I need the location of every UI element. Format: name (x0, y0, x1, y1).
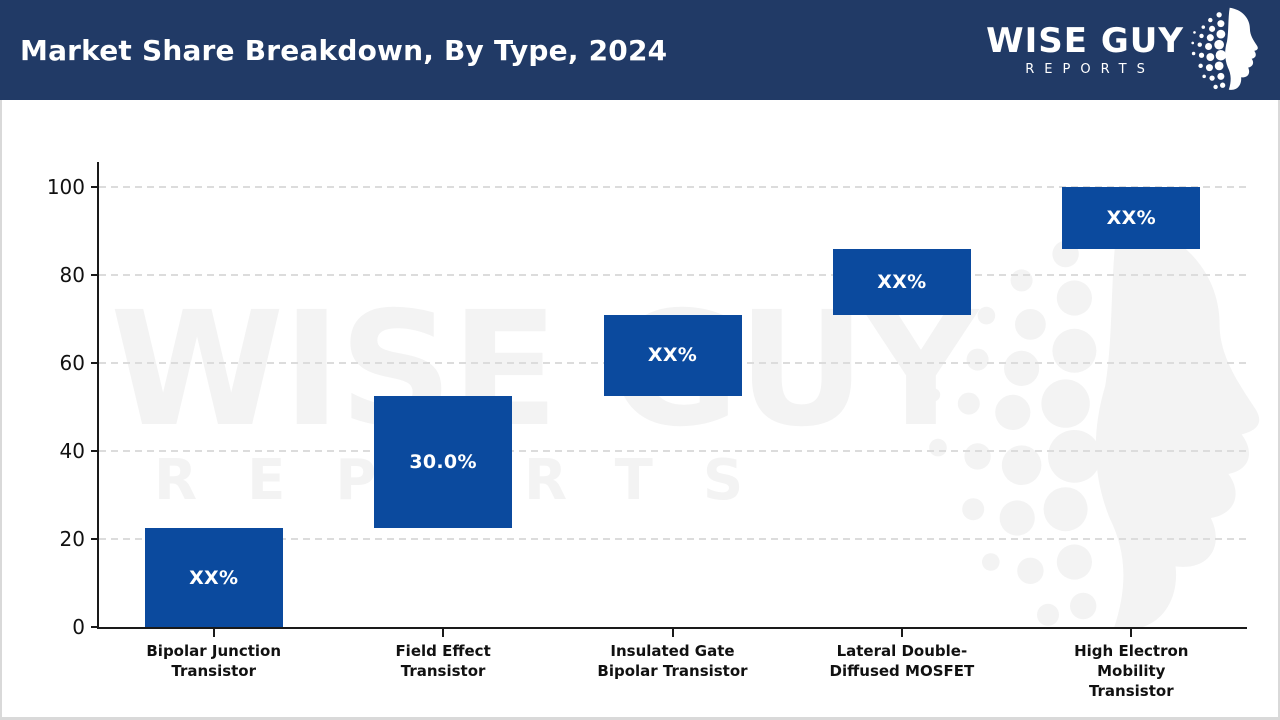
bar-value-label: 30.0% (409, 451, 477, 473)
x-tick (900, 629, 903, 637)
y-axis-line (97, 162, 99, 629)
logo-text: WISE GUY REPORTS (986, 23, 1184, 77)
logo-subtitle: REPORTS (1025, 62, 1155, 77)
gridline (99, 538, 1247, 540)
page-title: Market Share Breakdown, By Type, 2024 (20, 33, 668, 67)
y-tick-label: 40 (59, 439, 85, 463)
bar-3: XX% (603, 314, 742, 396)
x-tick-label-line: Transistor (400, 662, 486, 680)
y-tick (91, 274, 99, 276)
y-tick (91, 186, 99, 188)
header-bar: Market Share Breakdown, By Type, 2024 WI… (0, 0, 1280, 100)
x-tick-label: Bipolar Junction Transistor (99, 641, 328, 681)
x-tick-label-line: Transistor (171, 662, 257, 680)
gridline (99, 450, 1247, 452)
y-tick-label: 60 (59, 351, 85, 375)
gridline (99, 274, 1247, 276)
bar-value-label: XX% (1106, 206, 1156, 229)
y-tick (91, 626, 99, 628)
logo-wordmark: WISE GUY (986, 21, 1184, 61)
x-tick-label-line: Bipolar Transistor (597, 662, 748, 680)
x-tick-label: High Electron Mobility Transistor (1017, 641, 1246, 701)
x-tick-label-line: Diffused MOSFET (829, 662, 975, 680)
x-axis-line (97, 627, 1247, 629)
y-tick-label: 80 (59, 263, 85, 287)
bar-value-label: XX% (189, 566, 239, 589)
bar-5: XX% (1062, 187, 1201, 249)
x-tick (442, 629, 445, 637)
y-tick-label: 0 (72, 615, 85, 639)
wise-guy-logo: WISE GUY REPORTS (986, 6, 1262, 94)
y-tick (91, 538, 99, 540)
x-tick-label: Field Effect Transistor (328, 641, 557, 681)
y-tick (91, 450, 99, 452)
y-tick (91, 362, 99, 364)
plot-area: WISE GUY REPORTS 020406080100XX%Bipolar … (2, 100, 1278, 717)
x-tick (1130, 629, 1133, 637)
x-tick (671, 629, 674, 637)
x-tick-label-line: Insulated Gate (610, 642, 735, 660)
x-tick-label-line: Bipolar Junction (146, 642, 282, 660)
bar-1: XX% (144, 528, 283, 627)
dotted-face-icon (1191, 7, 1258, 90)
x-tick-label-line: Transistor (1088, 682, 1174, 700)
x-tick-label-line: High Electron (1074, 642, 1189, 660)
chart-canvas: WISE GUY REPORTS 020406080100XX%Bipolar … (0, 100, 1280, 720)
y-tick-label: 100 (46, 175, 85, 199)
bar-value-label: XX% (647, 344, 698, 367)
y-tick-label: 20 (59, 527, 85, 551)
x-tick-label-line: Lateral Double- (836, 642, 968, 660)
gridline (99, 186, 1247, 188)
bar-4: XX% (832, 248, 971, 315)
x-tick-label-line: Field Effect (395, 642, 491, 660)
x-tick-label-line: Mobility (1097, 662, 1166, 680)
x-tick-label: Lateral Double- Diffused MOSFET (787, 641, 1016, 681)
bar-value-label: XX% (877, 270, 927, 293)
bar-2: 30.0% (374, 396, 513, 528)
x-tick-label: Insulated Gate Bipolar Transistor (558, 641, 787, 681)
x-tick (212, 629, 215, 637)
